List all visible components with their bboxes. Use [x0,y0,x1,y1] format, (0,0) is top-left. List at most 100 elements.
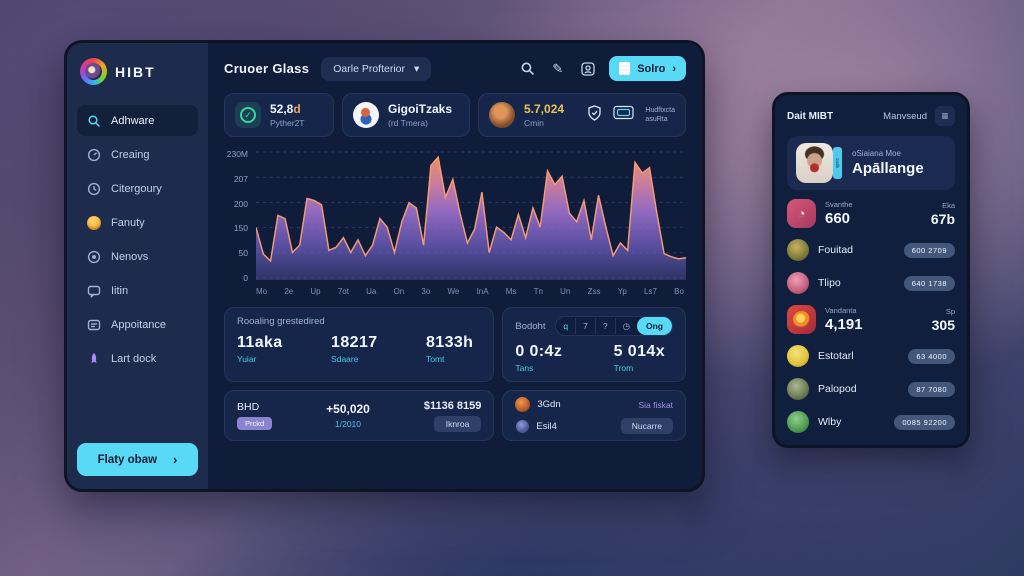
stat-card-verified[interactable]: ✓ 52,8d Pyther2T [224,93,334,137]
y-tick: 200 [233,198,248,209]
sidebar-item-nenovs[interactable]: Nenovs [77,241,198,272]
card-note: Hudftxcta asuRta [645,106,675,123]
x-tick: InA [476,287,489,296]
frame-icon[interactable] [613,105,635,125]
asset-amount: $1136 8159 [423,399,482,412]
logo: HIBT [77,58,198,85]
cta-label: Flaty obaw [97,453,158,466]
action-label: Solro [637,62,666,75]
activity-button[interactable]: Nucarre [620,418,673,434]
segment-7[interactable]: 7 [576,318,596,334]
x-tick: Tn [533,287,543,296]
sidebar-item-label: Appoitance [111,318,167,331]
profile-avatar [796,143,833,183]
avatar [516,419,530,433]
asset-action-button[interactable]: Iknroa [433,415,482,432]
chart-plot[interactable] [256,149,686,283]
avatar [787,272,809,294]
sidebar-item-lart-dock[interactable]: Lart dock [77,343,198,374]
phone-title: Dait MIBT [787,110,834,122]
summary-stat: 0 0:4z Tans [515,343,563,373]
activity-name: Esil4 [536,420,557,432]
clock-icon[interactable]: ◷ [622,320,630,331]
asset-amount-block: $1136 8159 Iknroa [424,400,482,432]
segment-help[interactable]: ? [596,318,616,334]
value-pill: 63 4000 [908,348,955,364]
target-icon [86,249,101,264]
x-tick: Zss [587,287,601,296]
document-icon [619,62,631,75]
sidebar-item-fanuty[interactable]: Fanuty [77,207,198,238]
sidebar-item-label: Citergoury [111,182,162,195]
x-tick: Mo [256,287,268,296]
sidebar-item-label: Nenovs [111,250,149,263]
search-icon[interactable] [519,60,536,77]
x-tick: 7ot [337,287,349,296]
avatar [489,102,515,128]
stat-label: Svanthe [825,200,853,209]
sidebar-item-iitin[interactable]: Iitin [77,275,198,306]
sidebar-item-label: Iitin [111,284,129,297]
sidebar-item-label: Creaing [111,148,150,161]
y-tick: 207 [233,173,248,184]
list-item-name: Palopod [818,383,857,395]
pen-icon[interactable]: ✎ [552,60,564,76]
asset-change-block: +50,020 1/2010 [326,402,370,429]
list-item[interactable]: Palopod 87 7080 [787,378,955,400]
y-tick: 230M [226,149,248,159]
y-tick: 50 [238,248,248,259]
panel-title: Bodoht [515,320,546,332]
segment-active[interactable]: Ong [637,317,672,335]
activity-link[interactable]: Sia fiskat [638,399,674,410]
y-tick: 150 [233,223,248,234]
rocket-icon [86,351,101,366]
search-icon [86,113,101,128]
sidebar-item-adhware[interactable]: Adhware [77,105,198,136]
segment-q[interactable]: q [556,318,577,334]
segmented-control: q 7 ? ◷ Ong [555,316,673,336]
arrow-right-icon: › [173,452,178,467]
list-item[interactable]: Tlipo 640 1738 [787,272,955,294]
profile-eyebrow: oSiaiana Moe [852,149,901,158]
sidebar-item-creaing[interactable]: Creaing [77,139,198,170]
topbar-tools: ✎ Solro › [519,56,686,81]
x-tick: Yp [617,287,627,296]
phone-panel: Dait MIBT Manvseud ≡ 2u3b oSiaiana Moe A… [772,92,970,448]
stat-value: 67b [930,210,955,227]
app-logo-text: HIBT [115,63,156,80]
phone-header: Dait MIBT Manvseud ≡ [787,106,955,126]
card-icon [86,317,101,332]
x-tick: 3o [421,287,431,296]
app-logo-icon [80,58,107,85]
asset-date: 1/2010 [335,419,361,429]
activity-row[interactable]: Esil4 Nucarre [515,418,673,434]
bottom-row: BHD Prckd +50,020 1/2010 $1136 8159 Iknr… [224,390,686,441]
stat-value: 660 [825,210,851,227]
activity-row[interactable]: 3Gdn Sia fiskat [515,397,673,412]
solro-button[interactable]: Solro › [609,56,686,81]
sidebar-cta-button[interactable]: Flaty obaw › [77,443,198,476]
activity-name: 3Gdn [537,399,561,410]
list-item-stat[interactable]: Vandanta 4,191 Sp 305 [787,305,955,334]
stat-card-balance[interactable]: 5.7,024 Cmin Hudftxcta asuRta [478,93,686,137]
hamburger-menu-icon[interactable]: ≡ [935,106,955,126]
sidebar-item-appoitance[interactable]: Appoitance [77,309,198,340]
sidebar-nav: Adhware Creaing Citergoury Fanuty [77,105,198,374]
asset-card[interactable]: BHD Prckd +50,020 1/2010 $1136 8159 Iknr… [224,390,495,441]
topbar: Cruoer Glass Oarle Profterior ▾ ✎ Solro … [224,56,686,81]
badge-icon[interactable] [579,60,596,77]
list-item[interactable]: Fouitad 600 2709 [787,239,955,261]
clock-icon [86,181,101,196]
avatar [787,345,809,367]
profile-card[interactable]: 2u3b oSiaiana Moe Apāllange [787,136,955,190]
coin-icon [86,215,101,230]
summary-stat: 5 014x Trom [613,343,665,373]
list-item-stat[interactable]: ◔ Svanthe 660 Eka 67b [787,199,955,228]
activity-chart: 230M 207 200 150 50 0 [224,149,686,296]
stat-card-tasks[interactable]: GigoiTzaks (rd Tmera) [342,93,470,137]
list-item[interactable]: Wlby 0085 92200 [787,411,955,433]
profile-dropdown[interactable]: Oarle Profterior ▾ [321,56,432,81]
sidebar-item-citergoury[interactable]: Citergoury [77,173,198,204]
shield-icon[interactable] [587,104,602,126]
list-item[interactable]: Estotarl 63 4000 [787,345,955,367]
